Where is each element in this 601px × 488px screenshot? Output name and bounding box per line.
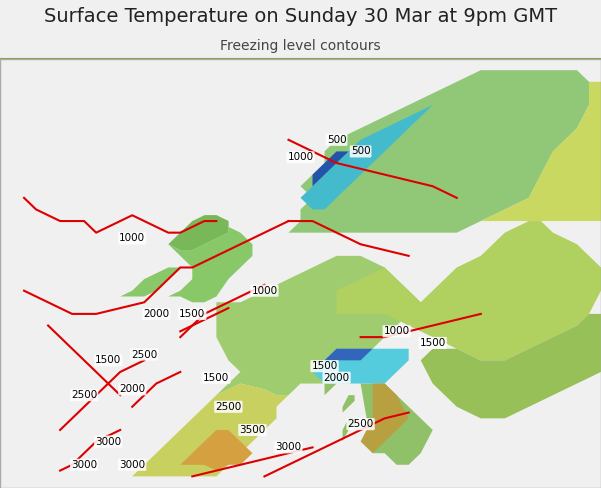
Text: 2500: 2500 — [215, 402, 242, 412]
Polygon shape — [288, 70, 589, 233]
Text: 3000: 3000 — [95, 437, 121, 447]
Text: 3000: 3000 — [119, 460, 145, 470]
Polygon shape — [343, 395, 355, 412]
Text: 1000: 1000 — [287, 152, 314, 162]
Polygon shape — [313, 151, 349, 186]
Text: 1000: 1000 — [119, 233, 145, 244]
Polygon shape — [168, 215, 228, 250]
Text: 3000: 3000 — [71, 460, 97, 470]
Text: 2000: 2000 — [143, 309, 169, 319]
Text: 500: 500 — [327, 135, 346, 145]
Text: 1000: 1000 — [251, 285, 278, 296]
Text: 3000: 3000 — [275, 443, 302, 452]
Polygon shape — [361, 384, 409, 453]
Polygon shape — [120, 267, 180, 297]
Text: Surface Temperature on Sunday 30 Mar at 9pm GMT: Surface Temperature on Sunday 30 Mar at … — [44, 7, 557, 26]
Text: 2000: 2000 — [323, 373, 350, 383]
Polygon shape — [168, 215, 252, 302]
Polygon shape — [313, 349, 409, 384]
Text: 2000: 2000 — [119, 385, 145, 394]
Text: 2500: 2500 — [71, 390, 97, 400]
Text: 1500: 1500 — [419, 338, 446, 348]
Polygon shape — [216, 256, 421, 395]
Text: 1500: 1500 — [311, 361, 338, 371]
Text: 1500: 1500 — [179, 309, 206, 319]
Text: 3500: 3500 — [239, 425, 266, 435]
Text: 1500: 1500 — [95, 355, 121, 366]
Text: Freezing level contours: Freezing level contours — [220, 39, 381, 53]
Polygon shape — [132, 384, 288, 476]
Polygon shape — [481, 82, 601, 221]
Polygon shape — [300, 105, 433, 209]
Polygon shape — [325, 372, 433, 465]
Text: 2500: 2500 — [347, 419, 374, 429]
Text: 500: 500 — [351, 146, 370, 157]
Polygon shape — [325, 349, 373, 360]
Polygon shape — [337, 221, 601, 360]
Polygon shape — [180, 430, 252, 470]
Polygon shape — [421, 314, 601, 418]
Text: 1000: 1000 — [383, 326, 410, 336]
Text: 1500: 1500 — [203, 373, 230, 383]
Text: 2500: 2500 — [131, 349, 157, 360]
Polygon shape — [343, 418, 355, 442]
